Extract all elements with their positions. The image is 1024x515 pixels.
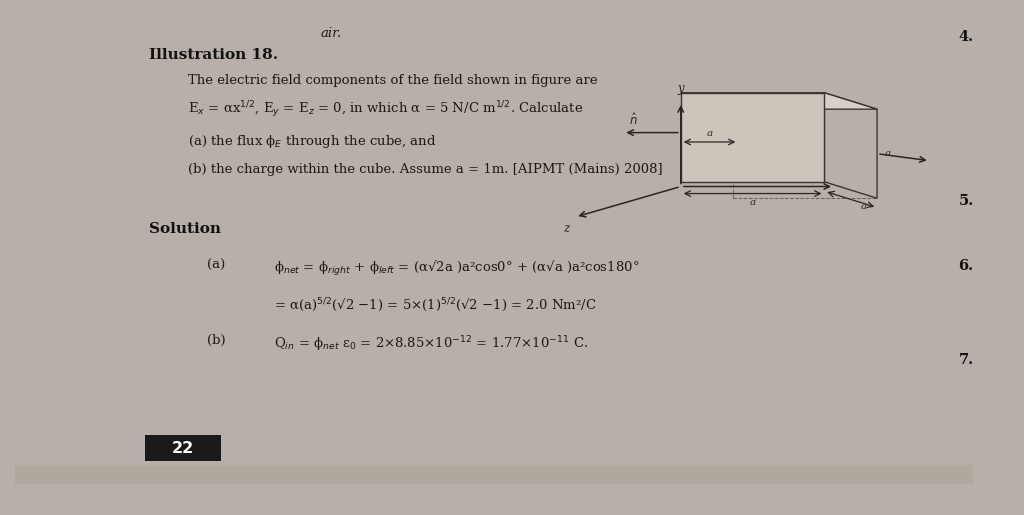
Text: = α(a)$^{5/2}$(√2 −1) = 5×(1)$^{5/2}$(√2 −1) = 2.0 Nm²/C: = α(a)$^{5/2}$(√2 −1) = 5×(1)$^{5/2}$(√2… <box>273 297 596 314</box>
Text: y: y <box>678 82 684 95</box>
Polygon shape <box>681 93 824 182</box>
Text: (b) the charge within the cube. Assume a = 1m. [AIPMT (Mains) 2008]: (b) the charge within the cube. Assume a… <box>187 163 663 176</box>
Text: 5.: 5. <box>958 194 974 208</box>
Bar <box>15 466 973 484</box>
Text: E$_x$ = αx$^{1/2}$, E$_y$ = E$_z$ = 0, in which α = 5 N/C m$^{1/2}$. Calculate: E$_x$ = αx$^{1/2}$, E$_y$ = E$_z$ = 0, i… <box>187 100 583 121</box>
Text: a: a <box>885 149 891 158</box>
Text: The electric field components of the field shown in figure are: The electric field components of the fie… <box>187 74 597 87</box>
Text: ϕ$_{net}$ = ϕ$_{right}$ + ϕ$_{left}$ = (α√2a )a²cos0° + (α√a )a²cos180°: ϕ$_{net}$ = ϕ$_{right}$ + ϕ$_{left}$ = (… <box>273 259 639 278</box>
Text: a: a <box>750 198 756 207</box>
Text: Q$_{in}$ = ϕ$_{net}$ ε$_0$ = 2×8.85×10$^{−12}$ = 1.77×10$^{−11}$ C.: Q$_{in}$ = ϕ$_{net}$ ε$_0$ = 2×8.85×10$^… <box>273 334 588 354</box>
Text: 22: 22 <box>172 440 194 455</box>
Text: 7.: 7. <box>958 353 974 367</box>
Text: Illustration 18.: Illustration 18. <box>150 48 279 62</box>
Text: air.: air. <box>321 27 342 40</box>
Polygon shape <box>681 93 877 109</box>
Text: a: a <box>860 202 866 211</box>
Text: 4.: 4. <box>958 29 974 43</box>
Text: a: a <box>707 129 713 138</box>
Text: 6.: 6. <box>958 259 974 273</box>
FancyBboxPatch shape <box>144 435 221 460</box>
Polygon shape <box>824 93 877 198</box>
Text: (a) the flux ϕ$_E$ through the cube, and: (a) the flux ϕ$_E$ through the cube, and <box>187 132 436 150</box>
Text: (a): (a) <box>207 259 225 272</box>
Text: z: z <box>563 221 569 235</box>
Text: Solution: Solution <box>150 221 221 236</box>
Text: $\hat{n}$: $\hat{n}$ <box>629 112 638 128</box>
Text: (b): (b) <box>207 334 225 347</box>
